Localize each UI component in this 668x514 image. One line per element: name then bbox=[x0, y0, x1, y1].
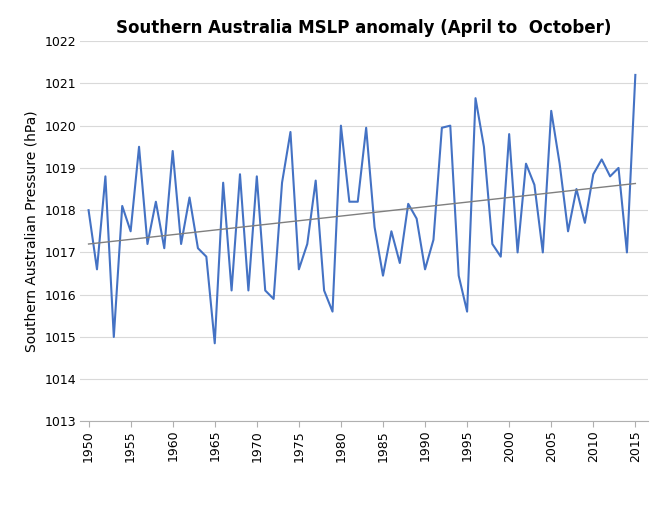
Y-axis label: Southern Australian Pressure (hPa): Southern Australian Pressure (hPa) bbox=[25, 111, 39, 352]
Title: Southern Australia MSLP anomaly (April to  October): Southern Australia MSLP anomaly (April t… bbox=[116, 19, 612, 37]
